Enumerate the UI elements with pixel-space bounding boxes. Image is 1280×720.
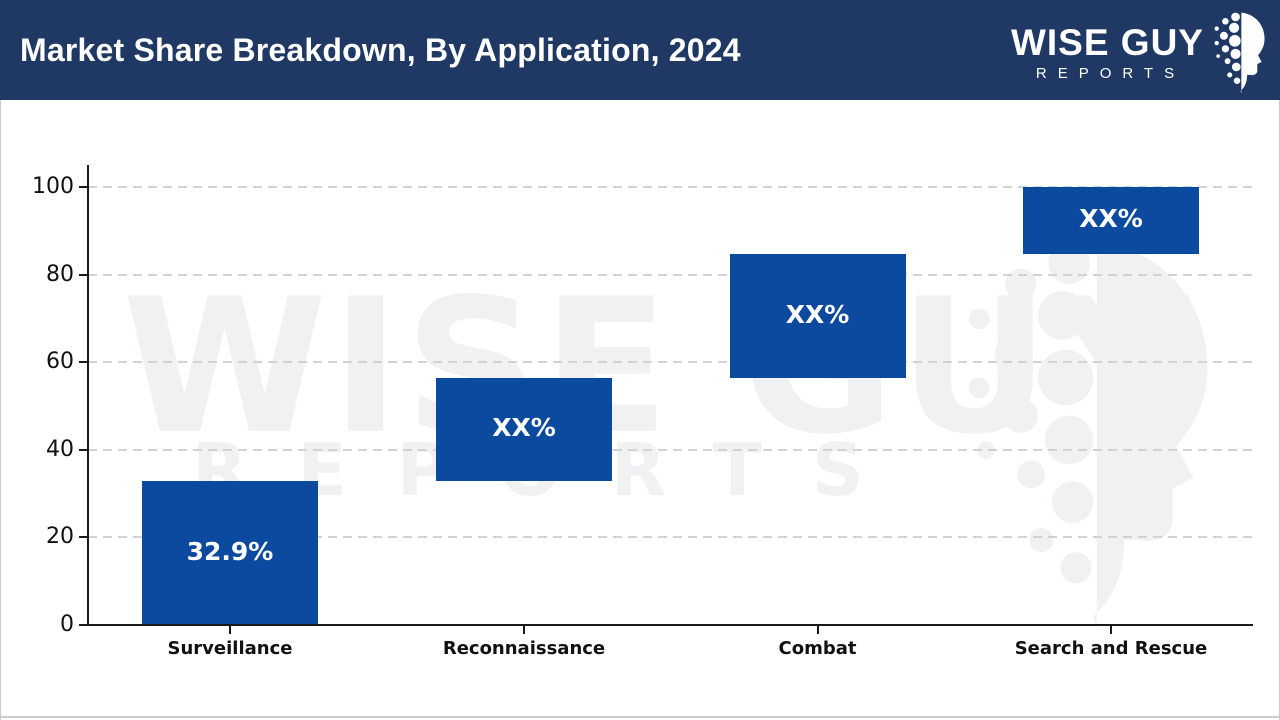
x-tick-label-combat: Combat — [778, 638, 857, 659]
y-axis-line — [87, 165, 89, 626]
brand-text: WISE GUY REPORTS — [1011, 22, 1204, 82]
y-tick-label-80: 80 — [46, 261, 74, 287]
gridline-100 — [88, 186, 1253, 188]
x-tick-label-search-and-rescue: Search and Rescue — [1014, 638, 1208, 659]
bottom-border-line — [0, 716, 1280, 718]
gridline-40 — [88, 448, 1253, 451]
gridline-80 — [88, 273, 1253, 276]
x-tick-label-reconnaissance: Reconnaissance — [442, 638, 606, 659]
brand-name: WISE GUY — [1010, 22, 1204, 63]
bar-value-label-combat: XX% — [785, 299, 850, 329]
y-tick-0 — [79, 623, 88, 626]
bar-surveillance — [142, 480, 318, 625]
bar-combat — [729, 253, 906, 378]
brand-logo: WISE GUY REPORTS — [1011, 6, 1266, 96]
y-tick-80 — [79, 273, 88, 276]
y-tick-20 — [79, 536, 88, 538]
y-tick-label-0: 0 — [60, 611, 74, 637]
brand-sub: REPORTS — [1035, 65, 1186, 82]
y-tick-label-40: 40 — [46, 436, 74, 462]
x-tick-reconnaissance — [523, 626, 525, 634]
y-tick-40 — [79, 448, 88, 451]
bar-value-label-reconnaissance: XX% — [492, 413, 556, 443]
watermark-head-icon — [968, 242, 1208, 630]
x-axis-line — [87, 624, 1253, 626]
y-tick-60 — [79, 361, 88, 363]
bar-value-label-surveillance: 32.9% — [186, 536, 274, 566]
y-tick-label-20: 20 — [46, 524, 74, 549]
bar-reconnaissance — [436, 377, 612, 481]
bar-value-label-search-and-rescue: XX% — [1079, 204, 1143, 234]
left-border-line — [0, 100, 1, 720]
gridline-60 — [88, 361, 1253, 363]
bar-search-and-rescue — [1023, 187, 1199, 254]
chart-title: Market Share Breakdown, By Application, … — [20, 31, 741, 68]
gridline-20 — [88, 536, 1253, 538]
y-tick-label-100: 100 — [32, 174, 74, 199]
header: Market Share Breakdown, By Application, … — [0, 0, 1280, 100]
y-tick-label-60: 60 — [46, 349, 74, 374]
brand-head-icon — [1214, 12, 1265, 94]
x-tick-label-surveillance: Surveillance — [167, 638, 293, 659]
x-tick-combat — [816, 626, 819, 634]
y-tick-100 — [79, 186, 88, 188]
x-tick-search-and-rescue — [1110, 626, 1112, 634]
x-tick-surveillance — [229, 626, 231, 634]
